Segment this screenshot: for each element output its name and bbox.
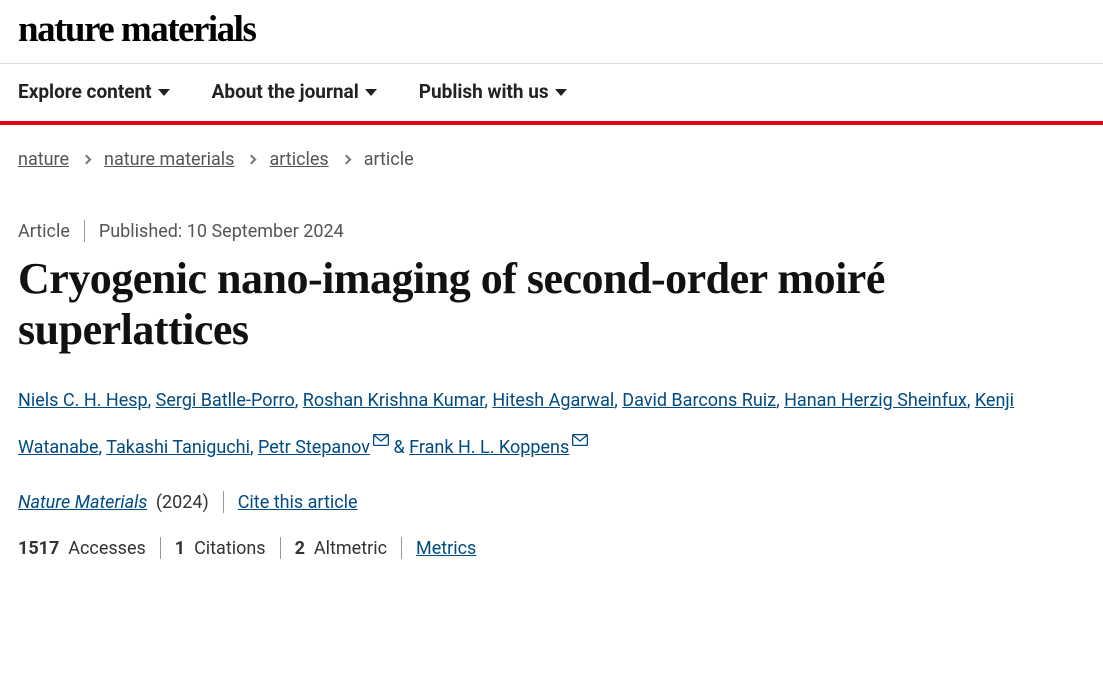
- metrics-link[interactable]: Metrics: [416, 538, 476, 559]
- author-link[interactable]: Hanan Herzig Sheinfux: [784, 390, 967, 411]
- mail-icon[interactable]: [373, 421, 389, 461]
- breadcrumb-link-nature-materials[interactable]: nature materials: [104, 149, 234, 170]
- author-link[interactable]: Hitesh Agarwal: [492, 390, 614, 411]
- nav-label: Publish with us: [419, 80, 549, 103]
- journal-logo[interactable]: nature materials: [0, 0, 1103, 63]
- author-link[interactable]: Roshan Krishna Kumar: [303, 390, 485, 411]
- separator: [84, 220, 85, 242]
- metric-citations: 1 Citations: [175, 538, 266, 559]
- nav-explore-content[interactable]: Explore content: [18, 80, 170, 103]
- journal-citation: Nature Materials (2024) Cite this articl…: [0, 473, 1103, 519]
- separator: [160, 537, 161, 559]
- nav-label: Explore content: [18, 80, 152, 103]
- author-link[interactable]: Niels C. H. Hesp: [18, 390, 148, 411]
- author-link[interactable]: David Barcons Ruiz: [622, 390, 776, 411]
- mail-icon[interactable]: [572, 421, 588, 461]
- metric-accesses: 1517 Accesses: [18, 538, 146, 559]
- metric-altmetric: 2 Altmetric: [295, 538, 387, 559]
- breadcrumb: nature nature materials articles article: [0, 125, 1103, 178]
- journal-name-link[interactable]: Nature Materials: [18, 492, 147, 513]
- journal-year: (2024): [156, 492, 209, 513]
- article-type: Article: [18, 221, 70, 242]
- author-link[interactable]: Sergi Batlle-Porro: [156, 390, 295, 411]
- breadcrumb-current: article: [364, 149, 414, 170]
- separator: [401, 537, 402, 559]
- breadcrumb-link-nature[interactable]: nature: [18, 149, 69, 170]
- author-link[interactable]: Petr Stepanov: [258, 437, 370, 458]
- nav-publish-with-us[interactable]: Publish with us: [419, 80, 567, 103]
- author-link[interactable]: Frank H. L. Koppens: [409, 437, 569, 458]
- cite-article-link[interactable]: Cite this article: [238, 492, 358, 513]
- nav-about-journal[interactable]: About the journal: [212, 80, 377, 103]
- author-list: Niels C. H. Hesp, Sergi Batlle-Porro, Ro…: [0, 357, 1103, 473]
- article-metrics: 1517 Accesses 1 Citations 2 Altmetric Me…: [0, 519, 1103, 577]
- chevron-down-icon: [365, 89, 377, 96]
- separator: [223, 491, 224, 513]
- primary-nav: Explore content About the journal Publis…: [0, 63, 1103, 125]
- chevron-down-icon: [555, 89, 567, 96]
- chevron-down-icon: [158, 89, 170, 96]
- published-date: Published: 10 September 2024: [99, 221, 344, 242]
- article-title: Cryogenic nano-imaging of second-order m…: [0, 248, 1103, 357]
- breadcrumb-link-articles[interactable]: articles: [269, 149, 328, 170]
- chevron-right-icon: [341, 155, 351, 165]
- article-meta: Article Published: 10 September 2024: [0, 178, 1103, 248]
- nav-label: About the journal: [212, 80, 359, 103]
- chevron-right-icon: [247, 155, 257, 165]
- author-link[interactable]: Takashi Taniguchi: [106, 437, 250, 458]
- separator: [280, 537, 281, 559]
- chevron-right-icon: [82, 155, 92, 165]
